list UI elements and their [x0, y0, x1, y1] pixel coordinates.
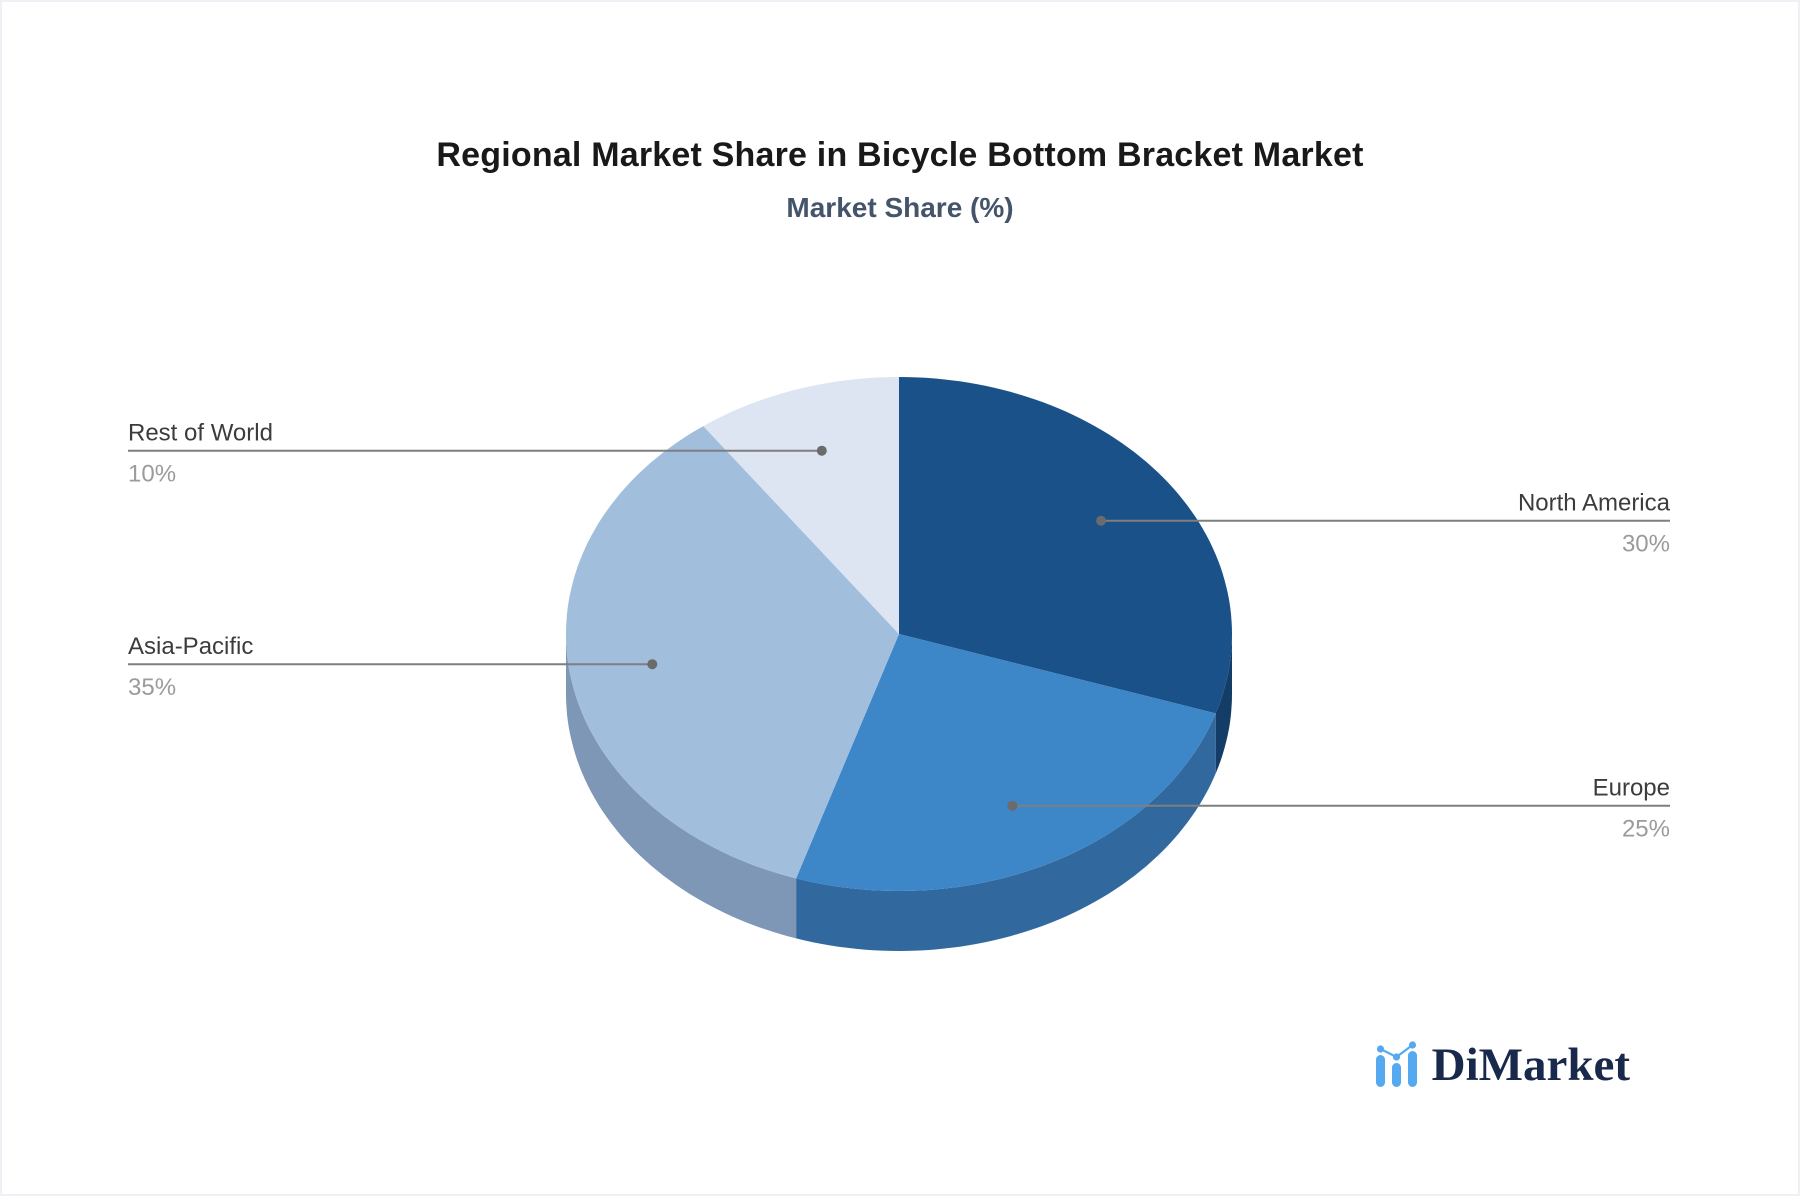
dimarket-logo-text: DiMarket	[1431, 1039, 1630, 1091]
slice-value-europe: 25%	[1622, 816, 1670, 843]
leader-dot-rest-of-world	[816, 445, 827, 456]
leader-dot-north-america	[1096, 515, 1107, 526]
dimarket-logo: DiMarket	[1374, 1038, 1630, 1092]
slice-label-asia-pacific: Asia-Pacific	[128, 633, 253, 660]
pie-slice-europe	[796, 634, 1216, 891]
chart-title: Regional Market Share in Bicycle Bottom …	[436, 136, 1364, 174]
pie-slice-rest-of-world	[703, 377, 899, 634]
pie-rim-europe	[796, 713, 1216, 951]
slice-value-rest-of-world: 10%	[128, 461, 176, 488]
pie-rim-asia-pacific	[566, 634, 797, 939]
chart-subtitle: Market Share (%)	[786, 192, 1014, 223]
slice-label-rest-of-world: Rest of World	[128, 420, 273, 447]
leader-dot-europe	[1007, 800, 1018, 811]
slice-label-north-america: North America	[1518, 490, 1671, 517]
leader-dot-asia-pacific	[647, 659, 658, 670]
slice-label-europe: Europe	[1593, 775, 1670, 802]
slice-value-north-america: 30%	[1622, 531, 1670, 558]
pie-rim-north-america	[1215, 634, 1232, 774]
dimarket-logo-icon	[1375, 1041, 1417, 1087]
pie-slice-asia-pacific	[566, 426, 899, 879]
slice-value-asia-pacific: 35%	[128, 674, 176, 701]
pie-slice-north-america	[899, 377, 1232, 714]
